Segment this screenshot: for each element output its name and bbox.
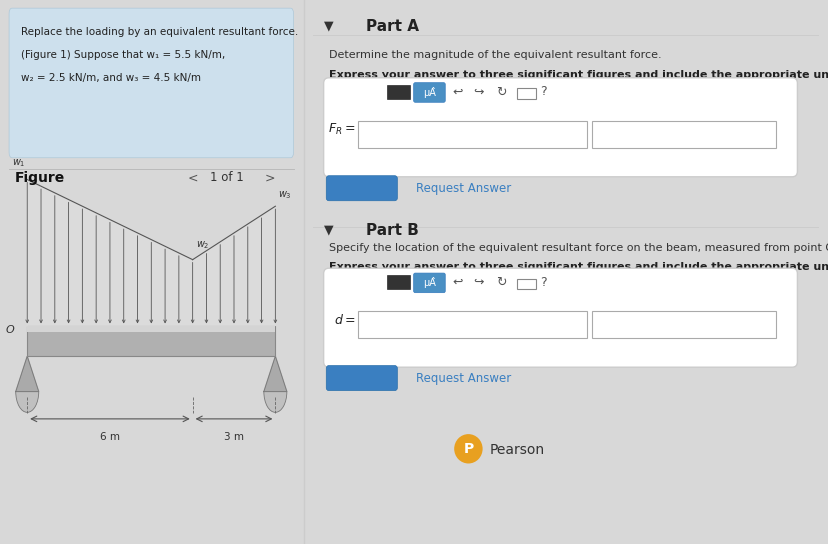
Bar: [387, 85, 410, 99]
Text: ↻: ↻: [496, 85, 506, 98]
Text: Express your answer to three significant figures and include the appropriate uni: Express your answer to three significant…: [329, 262, 828, 272]
FancyBboxPatch shape: [413, 273, 445, 293]
Text: Value: Value: [405, 127, 443, 141]
Text: Pearson: Pearson: [489, 443, 544, 457]
Text: ↪: ↪: [473, 276, 484, 289]
Circle shape: [454, 434, 482, 463]
Text: ?: ?: [540, 276, 546, 289]
Text: 3 m: 3 m: [224, 432, 243, 442]
Text: $w_2$: $w_2$: [195, 240, 209, 251]
Bar: [517, 279, 536, 289]
Bar: [387, 275, 410, 289]
Text: Determine the magnitude of the equivalent resultant force.: Determine the magnitude of the equivalen…: [329, 50, 661, 60]
Text: w₂ = 2.5 kN/m, and w₃ = 4.5 kN/m: w₂ = 2.5 kN/m, and w₃ = 4.5 kN/m: [22, 73, 201, 83]
Text: <: <: [187, 171, 198, 184]
Text: ↩: ↩: [452, 85, 463, 98]
Polygon shape: [16, 356, 39, 392]
Text: ▼: ▼: [323, 223, 333, 236]
Text: Part A: Part A: [365, 19, 418, 34]
Text: Request Answer: Request Answer: [416, 182, 510, 195]
Text: μÂ: μÂ: [422, 87, 436, 98]
Text: ↪: ↪: [473, 85, 484, 98]
FancyBboxPatch shape: [323, 268, 797, 367]
Wedge shape: [16, 392, 39, 412]
FancyBboxPatch shape: [9, 8, 293, 158]
FancyBboxPatch shape: [326, 366, 397, 391]
Text: ↩: ↩: [452, 276, 463, 289]
Text: Units: Units: [642, 127, 676, 141]
Text: Replace the loading by an equivalent resultant force.: Replace the loading by an equivalent res…: [22, 27, 298, 37]
Polygon shape: [27, 180, 275, 326]
Polygon shape: [263, 356, 286, 392]
FancyBboxPatch shape: [413, 83, 445, 102]
Text: Express your answer to three significant figures and include the appropriate uni: Express your answer to three significant…: [329, 70, 828, 79]
FancyBboxPatch shape: [326, 176, 397, 201]
Text: 6 m: 6 m: [100, 432, 120, 442]
Text: Value: Value: [405, 318, 443, 332]
Bar: [27, 326, 275, 332]
Text: ↻: ↻: [496, 276, 506, 289]
Text: $w_3$: $w_3$: [278, 189, 291, 201]
Text: Submit: Submit: [338, 182, 385, 195]
Text: ?: ?: [540, 85, 546, 98]
Bar: [27, 326, 275, 356]
Text: >: >: [264, 171, 275, 184]
Text: Submit: Submit: [338, 372, 385, 385]
Wedge shape: [263, 392, 286, 412]
Text: Units: Units: [642, 318, 676, 332]
Text: Part B: Part B: [365, 223, 418, 238]
Text: $O$: $O$: [5, 323, 15, 335]
Bar: [358, 121, 586, 148]
Bar: [358, 311, 586, 338]
Bar: [591, 121, 775, 148]
Text: (Figure 1) Suppose that w₁ = 5.5 kN/m,: (Figure 1) Suppose that w₁ = 5.5 kN/m,: [22, 50, 225, 60]
FancyBboxPatch shape: [323, 78, 797, 177]
Text: $w_1$: $w_1$: [12, 157, 26, 169]
Text: Specify the location of the equivalent resultant force on the beam, measured fro: Specify the location of the equivalent r…: [329, 243, 828, 253]
Text: Request Answer: Request Answer: [416, 372, 510, 385]
Bar: [517, 88, 536, 99]
Text: ▼: ▼: [323, 19, 333, 32]
Text: Figure: Figure: [15, 171, 65, 186]
Text: $F_R=$: $F_R=$: [328, 122, 355, 137]
Text: P: P: [463, 442, 473, 456]
Text: $d=$: $d=$: [333, 313, 355, 327]
Bar: [591, 311, 775, 338]
Text: 1 of 1: 1 of 1: [210, 171, 243, 184]
Text: μÂ: μÂ: [422, 277, 436, 288]
